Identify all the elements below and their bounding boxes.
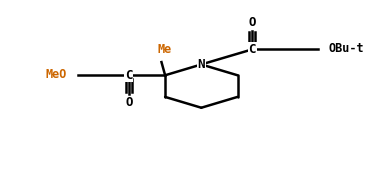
Text: OBu-t: OBu-t (329, 42, 364, 55)
Text: O: O (248, 16, 256, 29)
Text: C: C (248, 43, 256, 56)
Text: C: C (125, 69, 132, 82)
Text: MeO: MeO (46, 68, 67, 81)
Text: Me: Me (158, 43, 172, 57)
Text: N: N (198, 58, 205, 71)
Text: O: O (125, 96, 132, 109)
